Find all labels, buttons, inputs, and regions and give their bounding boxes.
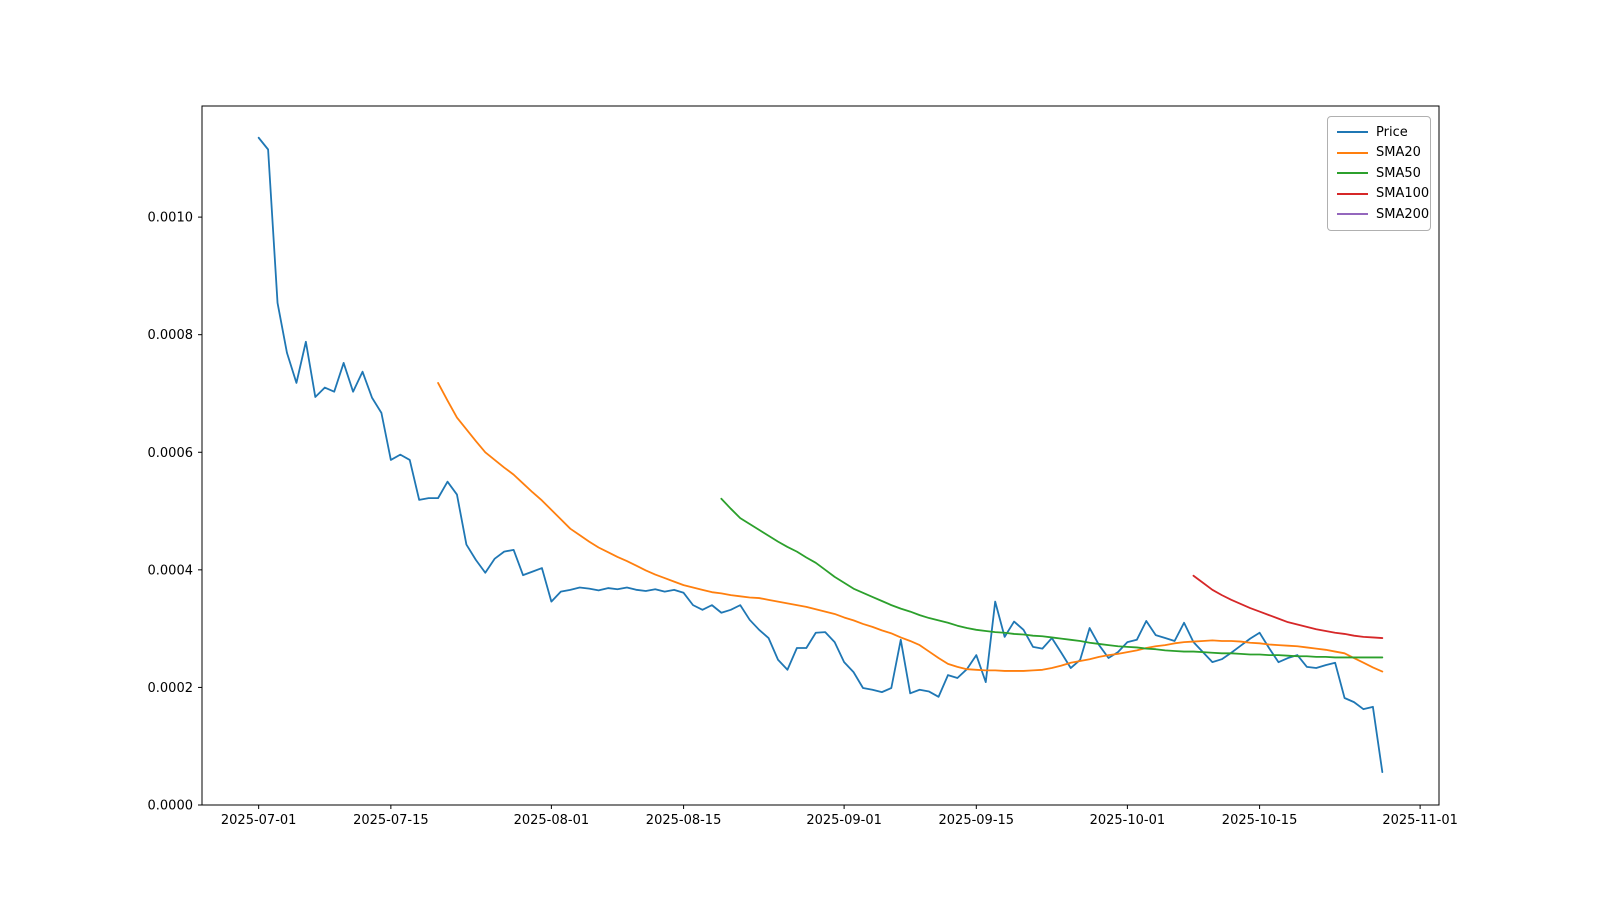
x-tick-label: 2025-09-15 <box>939 813 1015 828</box>
x-tick-label: 2025-10-01 <box>1090 813 1166 828</box>
legend-label: SMA200 <box>1376 206 1430 222</box>
legend-item-sma100: SMA100 <box>1337 184 1429 205</box>
legend-item-price: Price <box>1337 122 1422 143</box>
sma200-line-swatch <box>1337 213 1368 216</box>
legend-label: SMA50 <box>1376 165 1421 181</box>
sma100-line-swatch <box>1337 192 1368 195</box>
legend-item-sma20: SMA20 <box>1337 143 1422 164</box>
x-tick-label: 2025-07-01 <box>221 813 297 828</box>
y-tick-label: 0.0002 <box>148 681 194 696</box>
sma20-line <box>437 381 1384 673</box>
y-tick-label: 0.0008 <box>148 328 194 343</box>
legend: Price SMA20 SMA50 SMA100 SMA200 <box>1327 116 1431 231</box>
sma50-line-swatch <box>1337 172 1368 175</box>
y-tick-label: 0.0010 <box>148 211 194 226</box>
x-tick-label: 2025-10-15 <box>1222 813 1298 828</box>
price-line <box>257 136 1384 773</box>
y-tick-label: 0.0000 <box>148 799 194 814</box>
price-line-swatch <box>1337 131 1368 134</box>
legend-item-sma200: SMA200 <box>1337 204 1429 225</box>
x-tick-label: 2025-08-01 <box>514 813 590 828</box>
x-tick-label: 2025-08-15 <box>646 813 722 828</box>
legend-label: Price <box>1376 124 1408 140</box>
x-tick-label: 2025-09-01 <box>806 813 882 828</box>
plot-area-border <box>201 105 1440 806</box>
x-tick-label: 2025-07-15 <box>353 813 429 828</box>
legend-item-sma50: SMA50 <box>1337 163 1422 184</box>
legend-label: SMA20 <box>1376 145 1421 161</box>
sma50-line <box>720 497 1384 659</box>
y-tick-label: 0.0006 <box>148 446 194 461</box>
sma20-line-swatch <box>1337 151 1368 154</box>
sma100-line <box>1192 574 1384 639</box>
legend-label: SMA100 <box>1376 186 1430 202</box>
x-tick-label: 2025-11-01 <box>1382 813 1458 828</box>
y-tick-label: 0.0004 <box>148 563 194 578</box>
